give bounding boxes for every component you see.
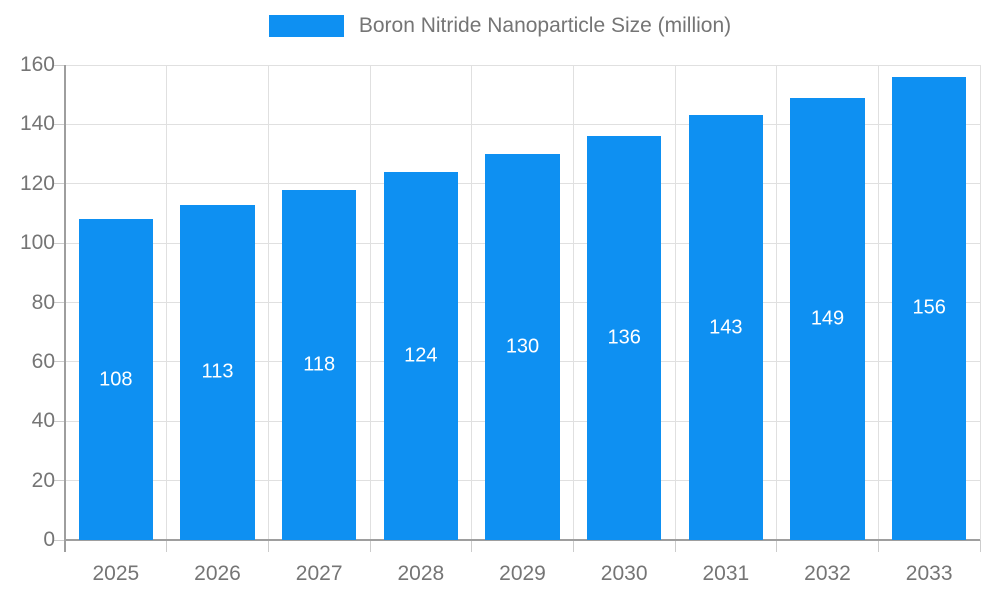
y-axis-tick-label: 60 [31,349,55,373]
x-axis-tick-label: 2032 [804,562,851,585]
x-axis-tick [166,540,168,552]
x-gridline [674,65,676,540]
bar-value-label: 124 [404,344,438,367]
bar-value-label: 156 [912,296,946,319]
bar [282,189,357,540]
x-axis-tick [369,540,371,552]
bar-value-label: 149 [810,307,845,330]
y-axis-tick [53,420,65,422]
legend-label: Boron Nitride Nanoparticle Size (million… [358,14,732,37]
x-axis-tick [471,540,473,552]
bar-value-label: 118 [303,353,336,376]
y-gridline [65,123,980,125]
y-axis-tick-label: 160 [19,53,55,76]
bar [688,115,763,540]
x-gridline [369,65,371,540]
x-axis-line [65,539,980,541]
y-axis-tick-label: 40 [31,409,55,433]
x-axis-tick [267,540,269,552]
y-axis-tick [53,242,65,244]
x-axis-tick [776,540,778,552]
y-axis-tick [53,302,65,303]
y-axis-tick-label: 100 [19,231,55,255]
bar-value-label: 143 [709,316,743,339]
x-axis-tick-label: 2027 [295,562,343,585]
x-axis-tick [877,540,879,552]
y-axis-tick [53,480,65,482]
bar [485,154,560,540]
x-gridline [572,65,574,540]
bar-value-label: 113 [201,360,234,383]
x-gridline [979,65,981,540]
y-axis-tick [53,361,65,363]
y-axis-tick-label: 140 [19,112,55,136]
y-axis-line [64,65,66,552]
y-axis-tick [53,183,65,185]
x-gridline [776,65,778,540]
bar-value-label: 136 [607,326,641,349]
x-axis-tick [979,540,981,552]
x-axis-tick-label: 2029 [499,562,546,585]
bar-value-label: 108 [99,368,133,391]
y-axis-tick-label: 120 [19,171,55,195]
y-axis-tick-label: 80 [31,290,55,314]
x-gridline [471,65,473,540]
y-axis-tick [53,539,65,541]
legend: Boron Nitride Nanoparticle Size (million… [0,14,1000,38]
x-axis-tick-label: 2028 [397,562,445,585]
x-axis-tick-label: 2033 [905,562,953,585]
x-gridline [877,65,879,540]
bar [892,76,967,540]
x-axis-tick-label: 2031 [702,562,750,585]
x-axis-tick [572,540,574,552]
x-axis-tick [674,540,676,552]
y-axis-tick-label: 20 [31,468,55,492]
legend-swatch [268,15,344,37]
y-gridline [65,64,980,66]
y-axis-tick [53,123,65,125]
bar [383,171,458,540]
y-axis-tick-label: 0 [43,528,55,551]
bar [180,204,255,540]
x-gridline [267,65,269,540]
x-gridline [166,65,168,540]
bar [587,136,662,540]
bar [790,97,865,540]
bar [78,219,153,540]
x-axis-tick-label: 2025 [92,562,140,585]
bar-value-label: 130 [505,335,540,358]
x-axis-tick-label: 2030 [600,562,648,585]
x-axis-tick-label: 2026 [194,562,241,585]
y-axis-tick [53,64,65,66]
